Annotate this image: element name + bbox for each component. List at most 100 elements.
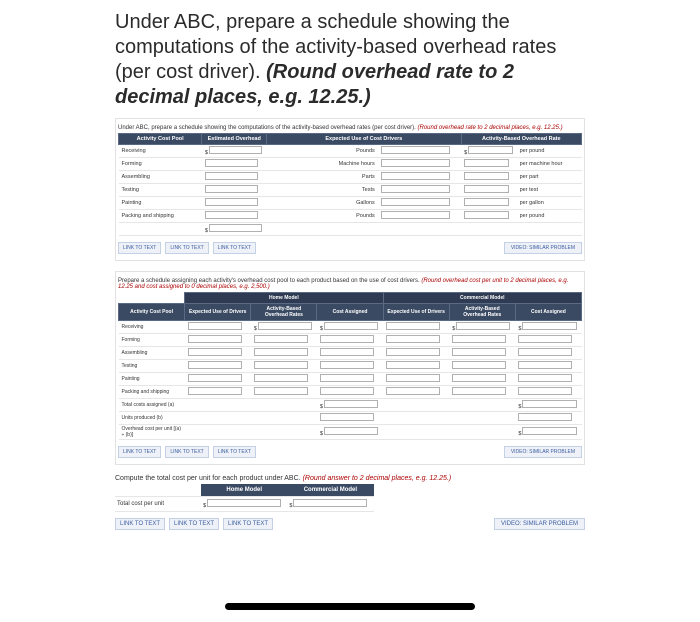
- comm-total-input[interactable]: [293, 499, 367, 507]
- comm-drivers-input[interactable]: [386, 335, 440, 343]
- link-to-text[interactable]: LINK TO TEXT: [165, 242, 208, 254]
- pool-label: Receiving: [119, 321, 185, 334]
- th2-cost: Cost Assigned: [317, 304, 383, 321]
- home-summary-input[interactable]: [324, 427, 378, 435]
- driver-qty-input[interactable]: [381, 172, 451, 180]
- pool-label: Assembling: [119, 171, 202, 184]
- driver-qty-input[interactable]: [381, 185, 451, 193]
- video-similar-problem[interactable]: VIDEO: SIMILAR PROBLEM: [494, 518, 585, 530]
- rate-input[interactable]: [468, 146, 513, 154]
- driver-label: Pounds: [267, 145, 378, 158]
- table-row: Testing: [119, 360, 582, 373]
- driver-label: Pounds: [267, 210, 378, 223]
- comm-rate-input[interactable]: [452, 374, 506, 382]
- home-drivers-input[interactable]: [188, 361, 242, 369]
- comm-rate-input[interactable]: [452, 387, 506, 395]
- home-total-input[interactable]: [207, 499, 281, 507]
- link-to-text[interactable]: LINK TO TEXT: [115, 518, 165, 530]
- comm-cost-input[interactable]: [518, 361, 572, 369]
- table-row: Forming: [119, 334, 582, 347]
- comm-drivers-input[interactable]: [386, 387, 440, 395]
- th-rate: Activity-Based Overhead Rate: [461, 134, 581, 145]
- th3-home: Home Model: [201, 484, 287, 497]
- section3-linkbar: LINK TO TEXT LINK TO TEXT LINK TO TEXT V…: [115, 518, 585, 530]
- th-ovh: Estimated Overhead: [202, 134, 267, 145]
- table-row: TestingTestsper test: [119, 184, 582, 197]
- comm-drivers-input[interactable]: [386, 322, 440, 330]
- driver-qty-input[interactable]: [381, 211, 451, 219]
- rate-input[interactable]: [464, 198, 509, 206]
- home-rate-input[interactable]: [254, 387, 308, 395]
- s3-instr-red: (Round answer to 2 decimal places, e.g. …: [303, 475, 452, 482]
- link-to-text[interactable]: LINK TO TEXT: [213, 446, 256, 458]
- comm-cost-input[interactable]: [518, 348, 572, 356]
- unit-label: per pound: [517, 210, 582, 223]
- home-rate-input[interactable]: [254, 335, 308, 343]
- total-overhead-input[interactable]: [209, 224, 262, 232]
- video-similar-problem[interactable]: VIDEO: SIMILAR PROBLEM: [504, 242, 582, 254]
- rate-input[interactable]: [464, 159, 509, 167]
- driver-qty-input[interactable]: [381, 146, 451, 154]
- home-cost-input[interactable]: [320, 361, 374, 369]
- home-summary-input[interactable]: [324, 400, 378, 408]
- table-row: AssemblingPartsper part: [119, 171, 582, 184]
- driver-qty-input[interactable]: [381, 198, 451, 206]
- home-drivers-input[interactable]: [188, 374, 242, 382]
- overhead-input[interactable]: [205, 172, 258, 180]
- comm-summary-input[interactable]: [522, 400, 576, 408]
- home-drivers-input[interactable]: [188, 322, 242, 330]
- home-cost-input[interactable]: [320, 374, 374, 382]
- home-drivers-input[interactable]: [188, 335, 242, 343]
- home-cost-input[interactable]: [320, 348, 374, 356]
- comm-rate-input[interactable]: [456, 322, 510, 330]
- table-row: Painting: [119, 373, 582, 386]
- summary-label: Units produced (b): [119, 412, 185, 425]
- home-indicator: [225, 603, 475, 610]
- overhead-input[interactable]: [205, 159, 258, 167]
- home-summary-input[interactable]: [320, 413, 374, 421]
- overhead-input[interactable]: [209, 146, 262, 154]
- link-to-text[interactable]: LINK TO TEXT: [213, 242, 256, 254]
- comm-rate-input[interactable]: [452, 335, 506, 343]
- home-rate-input[interactable]: [254, 348, 308, 356]
- home-drivers-input[interactable]: [188, 387, 242, 395]
- home-rate-input[interactable]: [258, 322, 312, 330]
- driver-label: Tests: [267, 184, 378, 197]
- comm-cost-input[interactable]: [522, 322, 576, 330]
- link-to-text[interactable]: LINK TO TEXT: [118, 242, 161, 254]
- comm-cost-input[interactable]: [518, 335, 572, 343]
- comm-rate-input[interactable]: [452, 348, 506, 356]
- link-to-text[interactable]: LINK TO TEXT: [165, 446, 208, 458]
- th2-exp: Expected Use of Drivers: [185, 304, 251, 321]
- pool-label: Assembling: [119, 347, 185, 360]
- comm-cost-input[interactable]: [518, 387, 572, 395]
- comm-summary-input[interactable]: [518, 413, 572, 421]
- s1-instr-red: (Round overhead rate to 2 decimal places…: [418, 125, 563, 131]
- rate-input[interactable]: [464, 185, 509, 193]
- comm-drivers-input[interactable]: [386, 374, 440, 382]
- table-row: Receiving$Pounds$per pound: [119, 145, 582, 158]
- comm-rate-input[interactable]: [452, 361, 506, 369]
- home-rate-input[interactable]: [254, 361, 308, 369]
- home-rate-input[interactable]: [254, 374, 308, 382]
- home-cost-input[interactable]: [320, 335, 374, 343]
- home-cost-input[interactable]: [320, 387, 374, 395]
- rate-input[interactable]: [464, 172, 509, 180]
- comm-summary-input[interactable]: [522, 427, 576, 435]
- rate-input[interactable]: [464, 211, 509, 219]
- s3-instr-plain: Compute the total cost per unit for each…: [115, 475, 303, 482]
- home-drivers-input[interactable]: [188, 348, 242, 356]
- th3-comm: Commercial Model: [287, 484, 373, 497]
- comm-drivers-input[interactable]: [386, 361, 440, 369]
- driver-qty-input[interactable]: [381, 159, 451, 167]
- video-similar-problem[interactable]: VIDEO: SIMILAR PROBLEM: [504, 446, 582, 458]
- overhead-input[interactable]: [205, 185, 258, 193]
- link-to-text[interactable]: LINK TO TEXT: [169, 518, 219, 530]
- overhead-input[interactable]: [205, 198, 258, 206]
- home-cost-input[interactable]: [324, 322, 378, 330]
- overhead-input[interactable]: [205, 211, 258, 219]
- link-to-text[interactable]: LINK TO TEXT: [118, 446, 161, 458]
- comm-cost-input[interactable]: [518, 374, 572, 382]
- link-to-text[interactable]: LINK TO TEXT: [223, 518, 273, 530]
- comm-drivers-input[interactable]: [386, 348, 440, 356]
